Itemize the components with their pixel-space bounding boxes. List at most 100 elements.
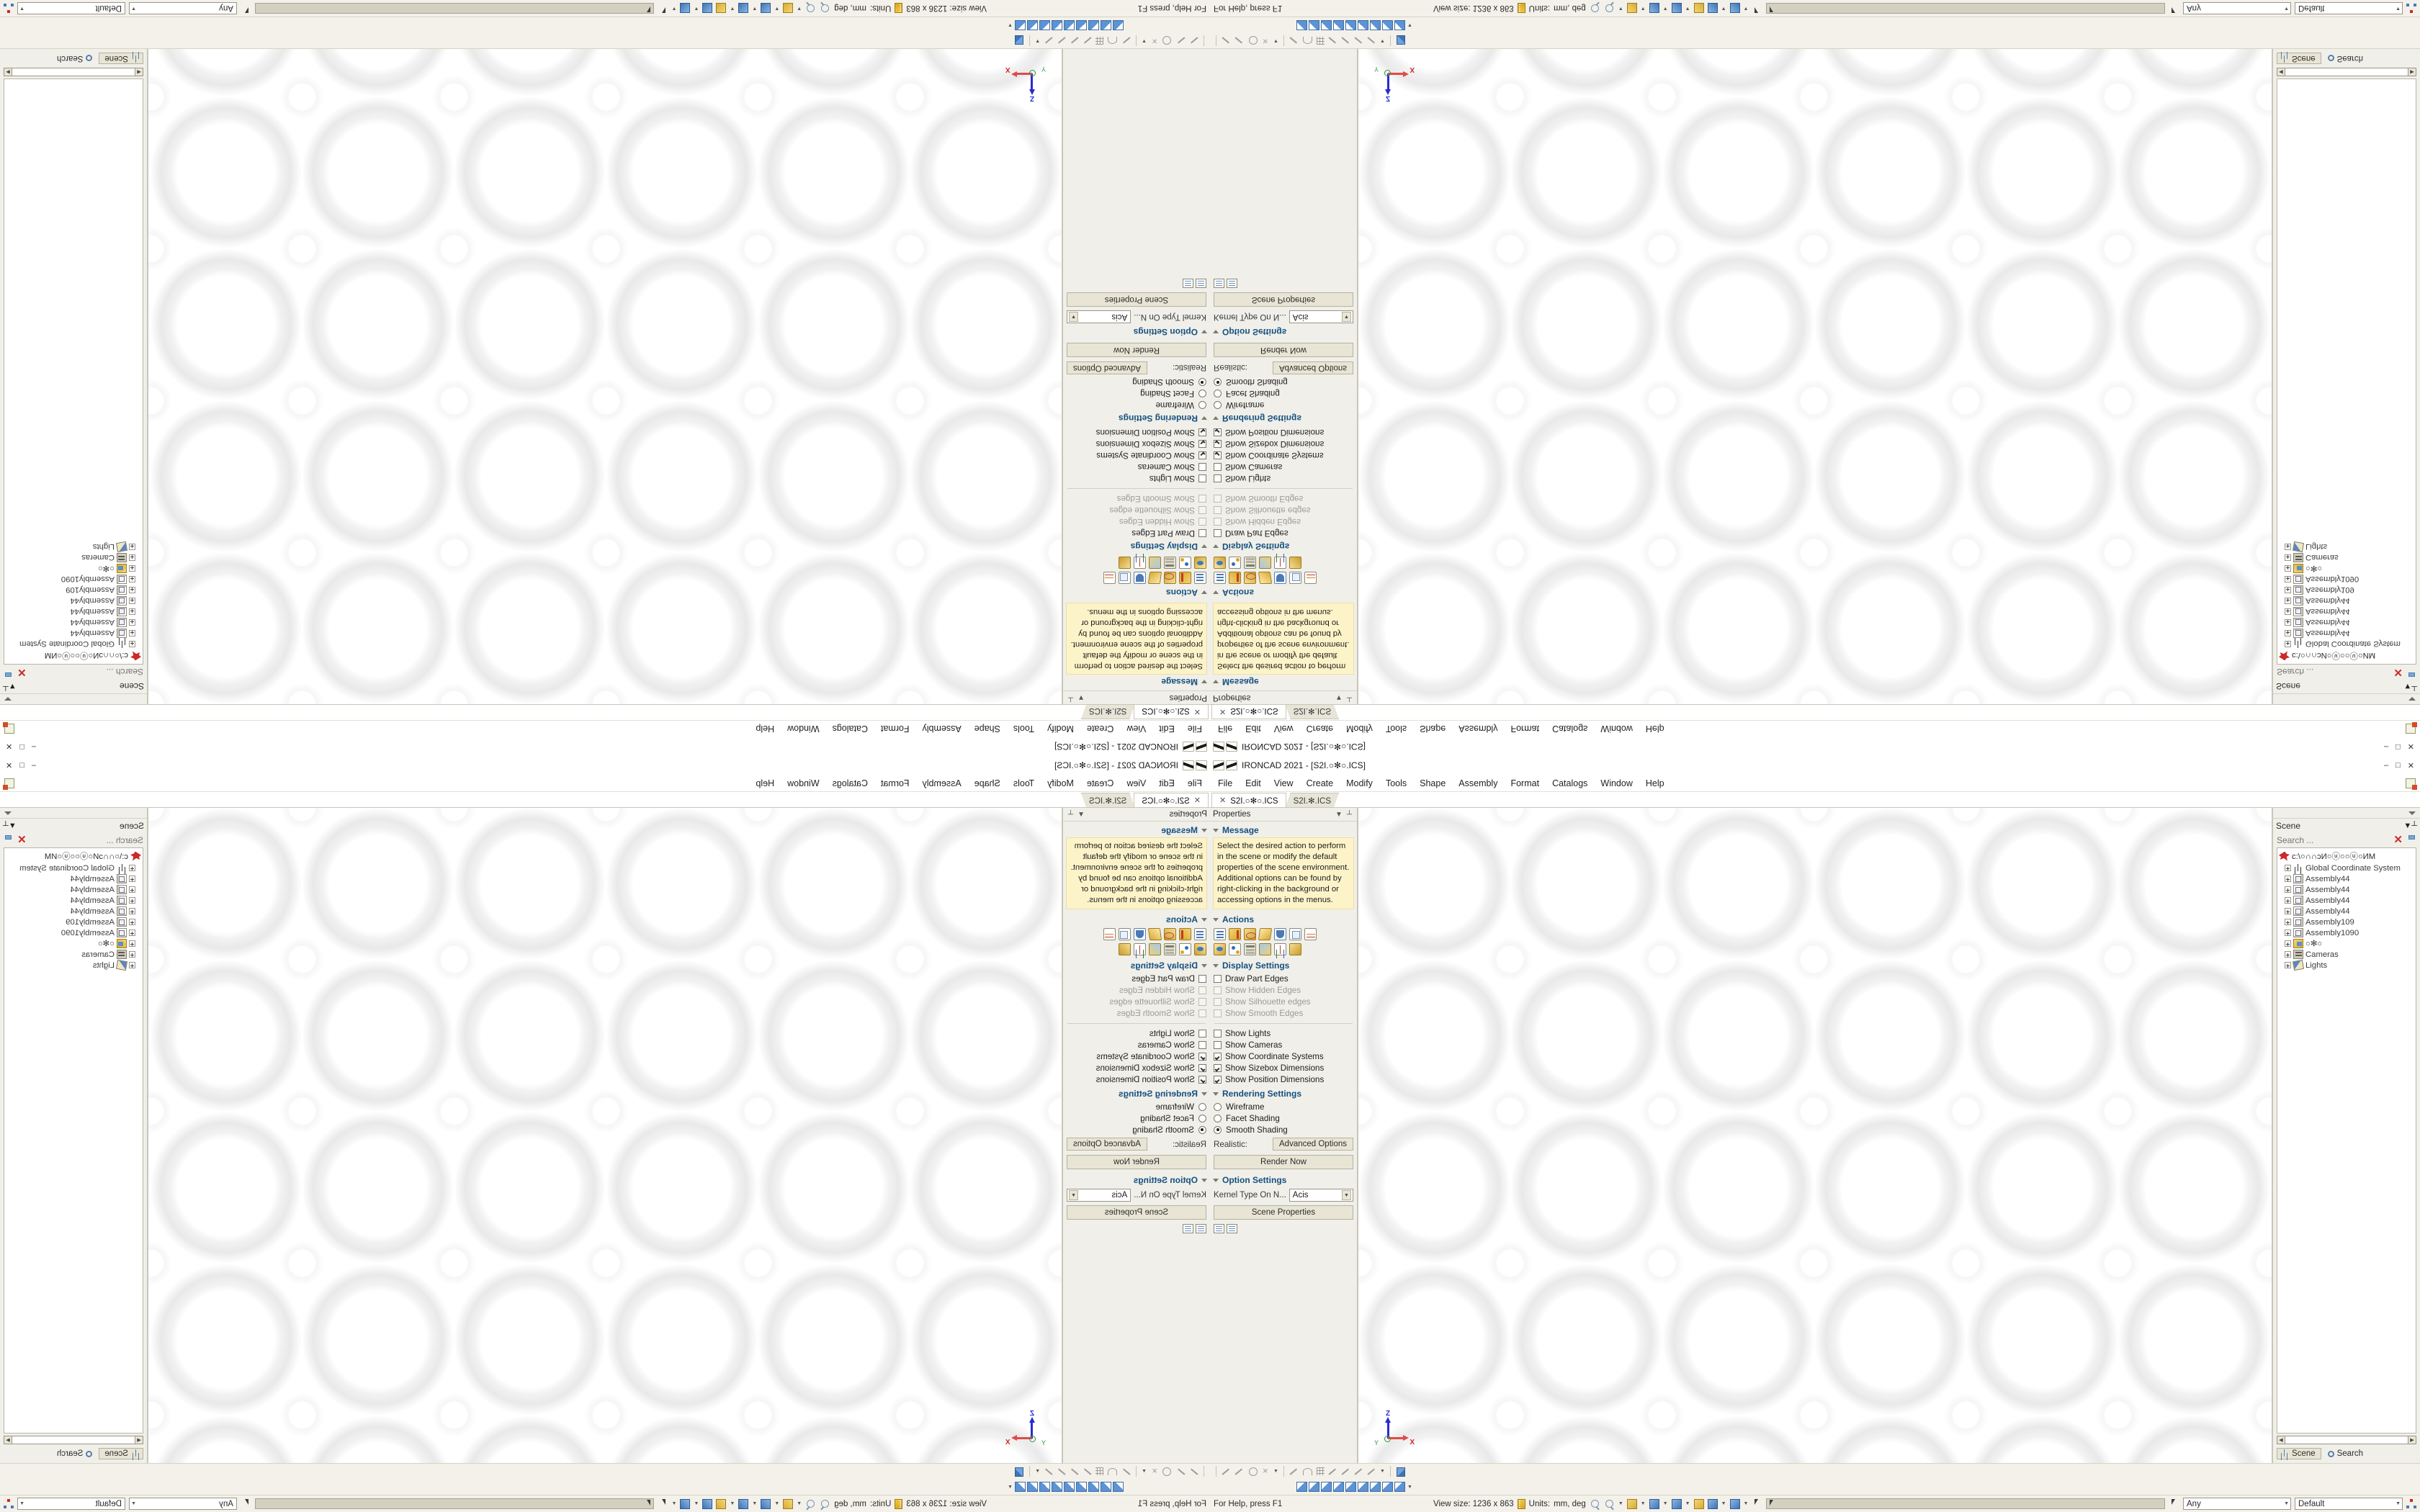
rotate-tool-icon[interactable] xyxy=(1649,3,1659,14)
expand-icon[interactable] xyxy=(129,886,135,893)
expand-icon[interactable] xyxy=(2285,641,2291,647)
style-select[interactable]: Default ▼ xyxy=(17,2,125,14)
sketch-toolbar[interactable]: ▼ ▼ xyxy=(0,1463,1210,1479)
polyline-tool-icon[interactable] xyxy=(1234,35,1245,46)
section-header-actions[interactable]: Actions xyxy=(1210,911,1357,927)
sketch-toolbar[interactable]: ▼ ▼ xyxy=(1210,1463,2420,1479)
chevron-down-icon[interactable]: ▼ xyxy=(8,682,17,691)
scene-dock-bottom-tabs[interactable]: Scene Search xyxy=(0,1446,147,1463)
chevron-down-icon[interactable]: ▼ xyxy=(774,6,780,11)
chevron-down-icon[interactable]: ▼ xyxy=(694,1501,699,1506)
section-header-option-settings[interactable]: Option Settings xyxy=(1210,325,1357,341)
menu-item-catalogs[interactable]: Catalogs xyxy=(1552,778,1588,788)
view-right-icon[interactable] xyxy=(1015,1482,1026,1492)
advanced-options-button[interactable]: Advanced Options xyxy=(1067,361,1147,374)
chevron-down-icon[interactable]: ▼ xyxy=(797,1501,802,1506)
view-dimetric-icon[interactable] xyxy=(1321,1482,1332,1492)
menu-item-tools[interactable]: Tools xyxy=(1013,778,1035,788)
kernel-type-select[interactable]: Acis ▼ xyxy=(1289,1189,1353,1202)
menu-item-edit[interactable]: Edit xyxy=(1245,724,1261,734)
symmetry-constraint-icon[interactable] xyxy=(1354,35,1365,46)
selection-filter-select[interactable]: Any ▼ xyxy=(2183,1498,2291,1510)
document-tab-2[interactable]: S2I.✻.ICS xyxy=(1081,705,1134,719)
chevron-down-icon[interactable]: ▼ xyxy=(1640,1501,1646,1506)
ironcad-app-icon[interactable] xyxy=(1196,760,1207,770)
checkbox-box[interactable] xyxy=(1198,1040,1206,1049)
document-tab-active[interactable]: ✕ S2I.○✻○.ICS xyxy=(1134,793,1209,807)
checkbox-box[interactable] xyxy=(1214,974,1222,983)
chevron-down-icon[interactable]: ▼ xyxy=(2284,1501,2289,1506)
view-trimetric-icon[interactable] xyxy=(1309,20,1319,30)
pin-icon[interactable]: ┴ xyxy=(3,821,9,830)
checkbox-show-cameras[interactable]: Show Cameras xyxy=(1210,462,1357,473)
ironcad-application-window[interactable]: IRONCAD 2021 - [S2I.○✻○.ICS] – □ ✕ File … xyxy=(1210,0,2420,756)
select-tool-icon[interactable] xyxy=(255,3,654,14)
checkbox-show-coordinate-systems[interactable]: Show Coordinate Systems xyxy=(1063,450,1210,462)
scroll-right-arrow-icon[interactable]: ▶ xyxy=(2408,68,2416,77)
checkbox-draw-part-edges[interactable]: Draw Part Edges xyxy=(1210,528,1357,539)
scene-search-row[interactable]: ✕ xyxy=(0,832,147,847)
chevron-down-icon[interactable]: ▼ xyxy=(131,1501,136,1506)
equal-constraint-icon[interactable] xyxy=(1042,35,1053,46)
selection-filter-icon[interactable] xyxy=(241,1498,251,1509)
extrude-part-icon[interactable] xyxy=(1179,928,1191,941)
3d-viewport[interactable]: Z X Y xyxy=(1358,49,2272,704)
expand-icon[interactable] xyxy=(129,576,135,582)
rotate-tool-icon[interactable] xyxy=(761,1498,771,1509)
circle-tool-icon[interactable] xyxy=(1247,35,1258,46)
checkbox-box[interactable] xyxy=(1198,474,1206,483)
selection-filter-icon[interactable] xyxy=(2169,1498,2179,1509)
chevron-down-icon[interactable]: ▼ xyxy=(1142,38,1147,43)
view-dimetric-icon[interactable] xyxy=(1088,20,1099,30)
tree-row-group[interactable]: ○✻○ xyxy=(4,938,143,949)
chevron-down-icon[interactable]: ▼ xyxy=(1077,810,1085,819)
circle-tool-icon[interactable] xyxy=(1162,1466,1173,1477)
zoom-in-icon[interactable] xyxy=(1590,3,1600,14)
actions-icon-row-2[interactable] xyxy=(1063,555,1210,570)
render-now-button[interactable]: Render Now xyxy=(1067,1155,1206,1170)
checkbox-box[interactable] xyxy=(1198,428,1206,437)
gear-icon[interactable] xyxy=(1229,943,1241,956)
revolve-icon[interactable] xyxy=(1244,928,1256,941)
scrollbar-track[interactable] xyxy=(2285,1435,2408,1444)
expand-icon[interactable] xyxy=(2285,908,2291,914)
sketch-icon[interactable] xyxy=(1289,928,1301,941)
chevron-down-icon[interactable]: ▼ xyxy=(1273,1469,1278,1474)
chevron-down-icon[interactable]: ▼ xyxy=(19,1501,24,1506)
graph-icon[interactable] xyxy=(1304,571,1317,584)
view-bottom-icon[interactable] xyxy=(1370,20,1381,30)
section-header-message[interactable]: Message xyxy=(1063,675,1210,690)
radio-dot[interactable] xyxy=(1198,1102,1206,1111)
scroll-right-arrow-icon[interactable]: ▶ xyxy=(4,68,12,77)
radio-facet-shading[interactable]: Facet Shading xyxy=(1063,1112,1210,1124)
point-tool-icon[interactable] xyxy=(1260,1465,1271,1477)
chevron-down-icon[interactable]: ▼ xyxy=(2403,682,2412,691)
menu-item-shape[interactable]: Shape xyxy=(1420,724,1446,734)
radio-dot[interactable] xyxy=(1214,1125,1222,1134)
kernel-type-field[interactable]: Kernel Type On N... Acis ▼ xyxy=(1210,309,1357,325)
new-document-icon[interactable] xyxy=(4,778,14,788)
actions-icon-row-2[interactable] xyxy=(1210,942,1357,957)
radio-dot[interactable] xyxy=(1214,378,1222,387)
graph-icon[interactable] xyxy=(1103,571,1116,584)
chevron-down-icon[interactable] xyxy=(2408,811,2416,815)
select-tool-icon[interactable] xyxy=(255,1498,654,1509)
section-header-display-settings[interactable]: Display Settings xyxy=(1063,539,1210,555)
select-tool-icon[interactable] xyxy=(1766,1498,2165,1509)
expand-icon[interactable] xyxy=(2285,630,2291,636)
properties-tab-icon-2[interactable] xyxy=(1227,1224,1237,1234)
chevron-down-icon[interactable] xyxy=(1201,917,1207,922)
checkbox-box[interactable] xyxy=(1198,529,1206,538)
actions-icon-row-1[interactable] xyxy=(1063,927,1210,942)
menu-item-help[interactable]: Help xyxy=(1645,724,1664,734)
scene-search-row[interactable]: ✕ xyxy=(0,665,147,680)
expand-icon[interactable] xyxy=(129,865,135,871)
equal-constraint-icon[interactable] xyxy=(1042,1466,1053,1477)
chevron-down-icon[interactable]: ▼ xyxy=(1743,1501,1749,1506)
radio-smooth-shading[interactable]: Smooth Shading xyxy=(1063,377,1210,388)
angle-constraint-icon[interactable] xyxy=(1328,1466,1339,1477)
section-header-message[interactable]: Message xyxy=(1210,675,1357,690)
sweep-icon[interactable] xyxy=(1258,928,1273,941)
document-tab-active[interactable]: ✕ S2I.○✻○.ICS xyxy=(1211,705,1286,719)
view-bottom-icon[interactable] xyxy=(1039,1482,1050,1492)
